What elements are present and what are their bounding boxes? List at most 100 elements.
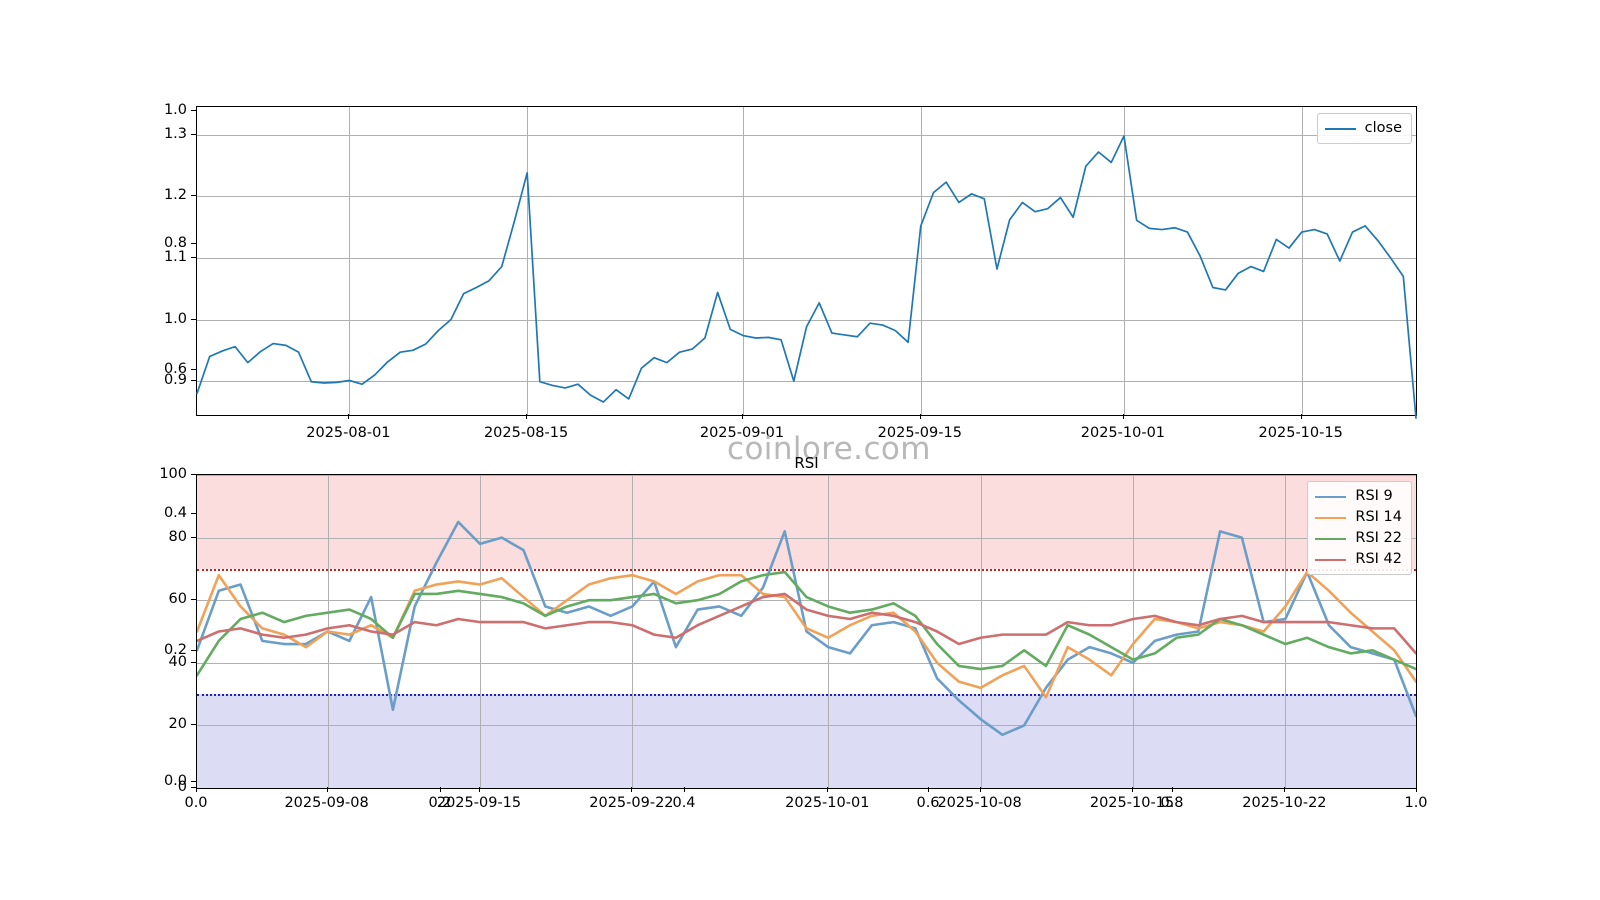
price-xtick-mark bbox=[742, 414, 743, 419]
rsi-gridline-horizontal bbox=[197, 600, 1416, 602]
rsi-legend-item[interactable]: RSI 14 bbox=[1315, 507, 1402, 528]
price-gridline-vertical bbox=[527, 107, 529, 415]
price-xtick-label: 2025-08-01 bbox=[306, 425, 391, 441]
rsi-overlay-xtick-label: 0.8 bbox=[1160, 795, 1184, 811]
rsi-ytick-label: 100 bbox=[159, 466, 187, 482]
price-xtick-mark bbox=[348, 414, 350, 419]
rsi-legend-swatch-0 bbox=[1315, 495, 1347, 498]
rsi-overlay-xtick-label: 0.6 bbox=[916, 795, 940, 811]
rsi-overlay-xtick-mark bbox=[1172, 787, 1173, 792]
rsi-legend-label: RSI 42 bbox=[1355, 551, 1402, 568]
price-ytick-mark bbox=[191, 380, 196, 382]
price-ytick-label: 1.1 bbox=[163, 248, 187, 265]
rsi-legend-swatch-1 bbox=[1315, 516, 1347, 519]
price-gridline-horizontal bbox=[197, 196, 1416, 198]
rsi-gridline-vertical bbox=[1285, 475, 1287, 788]
price-gridline-vertical bbox=[1123, 107, 1125, 415]
rsi-xtick-label: 2025-09-15 bbox=[436, 795, 522, 811]
rsi-overlay-ytick-mark bbox=[191, 781, 196, 782]
rsi-ytick-mark bbox=[191, 724, 196, 726]
price-ytick-label: 1.0 bbox=[163, 310, 187, 327]
price-ytick-label: 1.2 bbox=[163, 187, 187, 204]
rsi-ytick-mark bbox=[191, 536, 196, 538]
price-xtick-mark bbox=[1122, 414, 1124, 419]
price-xtick-label: 2025-10-01 bbox=[1080, 425, 1166, 441]
rsi-gridline-horizontal bbox=[197, 725, 1416, 727]
rsi-gridline-vertical bbox=[1133, 475, 1134, 788]
price-ytick-mark bbox=[191, 318, 196, 320]
rsi-legend-label: RSI 14 bbox=[1355, 509, 1402, 526]
rsi-overlay-xtick-label: 1.0 bbox=[1404, 795, 1428, 811]
price-legend[interactable]: close bbox=[1316, 113, 1412, 144]
price-legend-item[interactable]: close bbox=[1324, 118, 1402, 139]
price-gridline-vertical bbox=[920, 107, 922, 415]
rsi-xtick-mark bbox=[479, 787, 480, 792]
rsi-ytick-mark bbox=[191, 787, 196, 788]
rsi-legend-swatch-2 bbox=[1315, 537, 1347, 540]
rsi-xtick-mark bbox=[326, 787, 328, 792]
rsi-xtick-label: 2025-09-22 bbox=[589, 795, 674, 811]
price-xtick-label: 2025-08-15 bbox=[483, 425, 569, 441]
rsi-legend-label: RSI 9 bbox=[1355, 488, 1393, 505]
price-ytick-mark bbox=[191, 133, 196, 135]
rsi-overlay-ytick-label: 0.0 bbox=[163, 773, 187, 789]
rsi-xtick-label: 2025-10-22 bbox=[1242, 795, 1327, 811]
rsi-oversold-zone bbox=[197, 694, 1416, 788]
price-xtick-mark bbox=[919, 414, 921, 419]
rsi-ytick-label: 60 bbox=[168, 591, 187, 608]
rsi-gridline-vertical bbox=[632, 475, 634, 788]
rsi-overlay-xtick-label: 0.2 bbox=[428, 795, 452, 811]
rsi-oversold-threshold-line bbox=[197, 694, 1416, 697]
rsi-overlay-xtick-mark bbox=[684, 787, 685, 792]
rsi-xtick-mark bbox=[827, 787, 829, 792]
price-gridline-horizontal bbox=[197, 134, 1416, 136]
rsi-overlay-xtick-label: 0.0 bbox=[184, 795, 208, 811]
rsi-gridline-vertical bbox=[828, 475, 830, 788]
rsi-legend[interactable]: RSI 9 RSI 14 RSI 22 RSI 42 bbox=[1307, 481, 1412, 575]
price-gridline-vertical bbox=[349, 107, 351, 415]
rsi-overlay-xtick-mark bbox=[196, 787, 197, 792]
rsi-overlay-xtick-label: 0.4 bbox=[672, 795, 696, 811]
rsi-overlay-ytick-label: 0.4 bbox=[163, 505, 187, 521]
rsi-ytick-mark bbox=[191, 599, 196, 601]
rsi-gridline-horizontal bbox=[197, 475, 1416, 476]
rsi-overbought-zone bbox=[197, 475, 1416, 569]
rsi-xtick-mark bbox=[631, 787, 633, 792]
price-line-series bbox=[196, 135, 1417, 419]
rsi-legend-label: RSI 22 bbox=[1355, 530, 1402, 547]
rsi-overlay-xtick-mark bbox=[440, 787, 441, 792]
price-gridline-vertical bbox=[1301, 107, 1303, 415]
price-legend-label: close bbox=[1364, 120, 1402, 137]
price-gridline-horizontal bbox=[197, 319, 1416, 321]
rsi-overlay-xtick-mark bbox=[1416, 787, 1417, 792]
price-overlay-ytick-mark bbox=[191, 243, 196, 244]
rsi-gridline-horizontal bbox=[197, 662, 1416, 664]
price-xtick-mark bbox=[1300, 414, 1302, 419]
rsi-legend-item[interactable]: RSI 22 bbox=[1315, 528, 1402, 549]
rsi-ytick-label: 20 bbox=[168, 716, 187, 733]
price-gridline-vertical bbox=[743, 107, 744, 415]
rsi-line-series bbox=[197, 520, 1416, 737]
price-overlay-ytick-mark bbox=[191, 110, 196, 111]
rsi-gridline-vertical bbox=[980, 475, 982, 788]
price-overlay-ytick-mark bbox=[191, 369, 196, 370]
rsi-xtick-label: 2025-10-15 bbox=[1089, 795, 1175, 811]
price-overlay-ytick-label: 0.6 bbox=[163, 361, 187, 377]
rsi-overbought-threshold-line bbox=[197, 568, 1416, 571]
rsi-chart-panel: RSI 9 RSI 14 RSI 22 RSI 42 bbox=[196, 474, 1417, 789]
rsi-ytick-label: 40 bbox=[168, 653, 187, 670]
rsi-gridline-horizontal bbox=[197, 537, 1416, 539]
rsi-xtick-mark bbox=[979, 787, 981, 792]
rsi-xtick-mark bbox=[1132, 787, 1133, 792]
rsi-xtick-label: 2025-10-08 bbox=[937, 795, 1022, 811]
rsi-legend-swatch-3 bbox=[1315, 558, 1347, 561]
price-xtick-mark bbox=[526, 414, 528, 419]
price-xtick-label: 2025-10-15 bbox=[1258, 425, 1343, 441]
rsi-legend-item[interactable]: RSI 9 bbox=[1315, 486, 1402, 507]
price-xtick-label: 2025-09-15 bbox=[877, 425, 962, 441]
price-ytick-label: 1.3 bbox=[163, 125, 187, 142]
rsi-ytick-label: 0 bbox=[177, 779, 187, 795]
rsi-legend-item[interactable]: RSI 42 bbox=[1315, 549, 1402, 570]
rsi-overlay-ytick-label: 0.2 bbox=[163, 642, 187, 658]
